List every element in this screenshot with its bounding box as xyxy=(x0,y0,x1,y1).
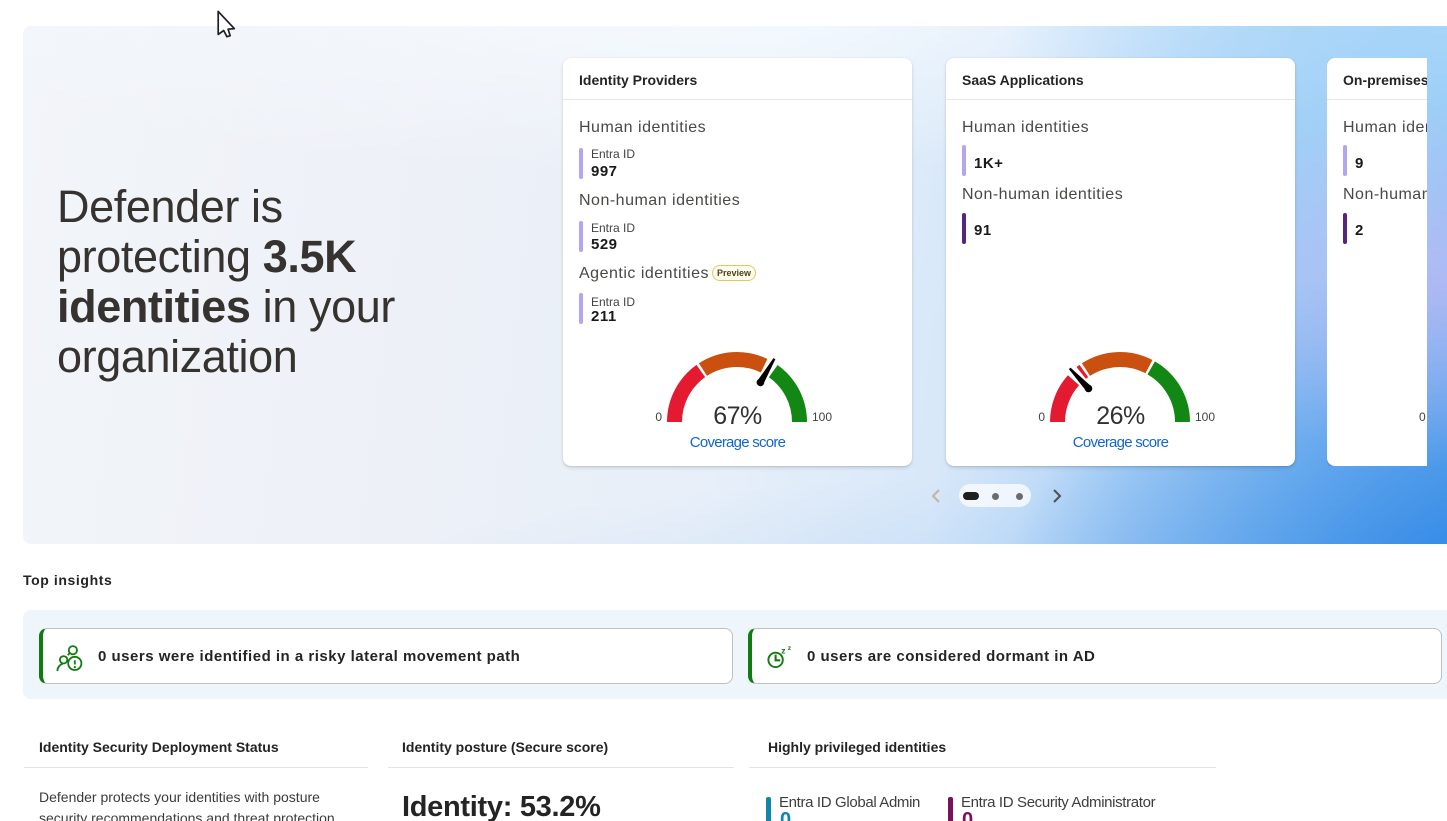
svg-text:z: z xyxy=(781,646,785,656)
svg-text:z: z xyxy=(788,645,792,652)
